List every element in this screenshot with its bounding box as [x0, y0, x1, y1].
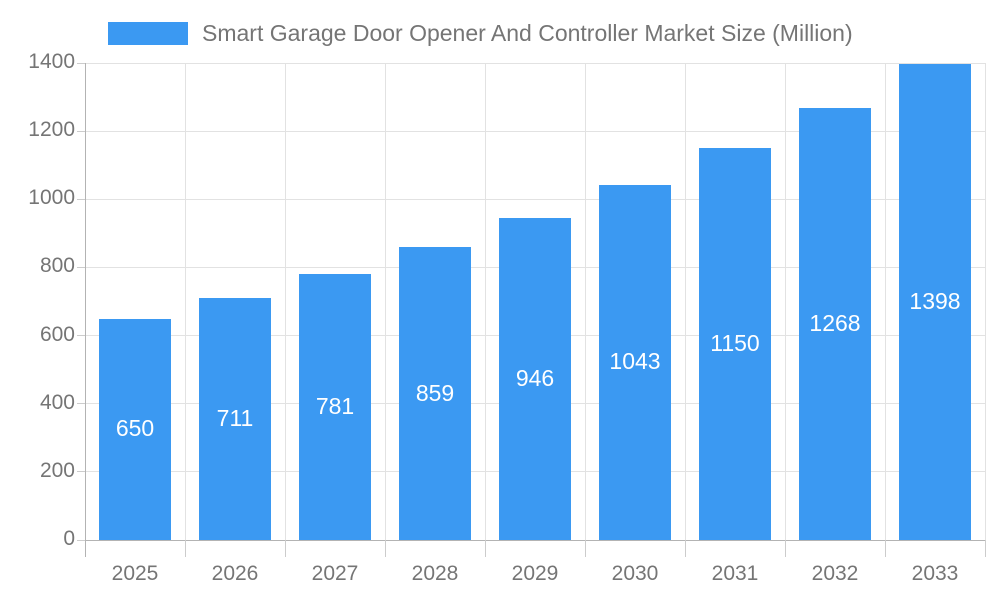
- y-axis-tick: [77, 471, 85, 473]
- bar-value-label: 946: [515, 364, 555, 391]
- bar[interactable]: [499, 217, 571, 540]
- bar-value-label: 1043: [609, 348, 661, 375]
- y-axis-tick-label: 800: [39, 254, 75, 278]
- y-gridline: [85, 62, 985, 64]
- y-axis-tick: [77, 62, 85, 64]
- x-axis-tick-label: 2028: [411, 562, 459, 585]
- x-axis-tick-label: 2029: [511, 562, 559, 585]
- y-axis-tick-label: 600: [39, 322, 75, 346]
- x-axis-tick: [984, 540, 986, 557]
- bar[interactable]: [899, 63, 971, 540]
- y-axis-tick-label: 1200: [28, 118, 75, 142]
- bar[interactable]: [399, 247, 471, 540]
- y-axis-tick-label: 400: [39, 390, 75, 414]
- x-axis-tick: [284, 540, 286, 557]
- y-axis-tick-label: 200: [39, 458, 75, 482]
- x-gridline: [984, 63, 986, 540]
- y-axis-tick-label: 1000: [28, 186, 75, 210]
- y-axis-tick: [77, 198, 85, 200]
- x-axis-tick-label: 2030: [611, 562, 659, 585]
- x-axis-tick-label: 2027: [311, 562, 359, 585]
- x-gridline: [484, 63, 486, 540]
- bar-value-label: 711: [216, 404, 254, 431]
- bar-value-label: 1150: [710, 330, 760, 357]
- x-gridline: [584, 63, 586, 540]
- x-gridline: [884, 63, 886, 540]
- x-gridline: [384, 63, 386, 540]
- y-axis-tick-label: 1400: [28, 50, 75, 73]
- bar-value-label: 859: [415, 379, 455, 406]
- bar[interactable]: [299, 273, 371, 540]
- chart-legend[interactable]: Smart Garage Door Opener And Controller …: [108, 18, 853, 48]
- x-axis-tick: [684, 540, 686, 557]
- bar-value-label: 781: [315, 392, 355, 419]
- y-gridline: [85, 130, 985, 132]
- bar-value-label: 1268: [809, 309, 861, 336]
- bar[interactable]: [199, 297, 271, 540]
- x-axis-tick-label: 2025: [111, 562, 159, 585]
- x-gridline: [184, 63, 186, 540]
- bar[interactable]: [99, 318, 171, 540]
- x-axis-tick-label: 2031: [711, 562, 759, 585]
- x-axis-tick-label: 2026: [211, 562, 259, 585]
- x-axis-tick: [884, 540, 886, 557]
- y-axis-tick-label: 0: [63, 527, 75, 550]
- x-axis-tick: [784, 540, 786, 557]
- bar[interactable]: [699, 148, 771, 540]
- y-axis-tick: [77, 403, 85, 405]
- y-axis-tick: [77, 266, 85, 268]
- y-axis-tick: [77, 130, 85, 132]
- y-axis-tick: [77, 539, 85, 541]
- x-gridline: [784, 63, 786, 540]
- bar[interactable]: [599, 184, 671, 540]
- x-gridline: [284, 63, 286, 540]
- x-axis-tick: [484, 540, 486, 557]
- y-axis-tick: [77, 335, 85, 337]
- x-axis-tick: [184, 540, 186, 557]
- y-gridline: [85, 198, 985, 200]
- legend-label: Smart Garage Door Opener And Controller …: [202, 19, 853, 46]
- x-axis-tick: [584, 540, 586, 557]
- bar[interactable]: [799, 107, 871, 540]
- x-axis-tick-label: 2033: [911, 562, 959, 585]
- y-axis-line: [84, 63, 86, 557]
- y-gridline: [85, 539, 985, 541]
- x-gridline: [684, 63, 686, 540]
- legend-swatch-icon[interactable]: [108, 21, 188, 45]
- x-axis-tick-label: 2032: [811, 562, 859, 585]
- bar-value-label: 650: [115, 415, 155, 442]
- bar-value-label: 1398: [909, 287, 961, 314]
- x-axis-tick: [384, 540, 386, 557]
